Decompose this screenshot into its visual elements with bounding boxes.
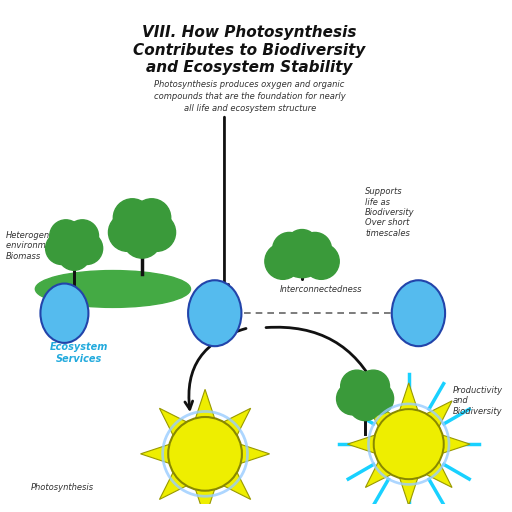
Circle shape [303, 243, 339, 280]
Polygon shape [442, 435, 470, 453]
Circle shape [374, 409, 444, 479]
Circle shape [109, 214, 146, 251]
Text: Supports
life as
Biodiversity
Over short
timescales: Supports life as Biodiversity Over short… [365, 187, 415, 238]
Text: Productivity
and
Biodiversity: Productivity and Biodiversity [453, 386, 502, 416]
Circle shape [58, 228, 90, 261]
Circle shape [298, 232, 331, 266]
Ellipse shape [392, 280, 445, 346]
Text: all life and ecosystem structure: all life and ecosystem structure [183, 104, 316, 113]
Circle shape [123, 220, 161, 258]
Polygon shape [159, 472, 187, 500]
Polygon shape [141, 444, 169, 463]
Text: Ecosystem
Services: Ecosystem Services [50, 343, 108, 364]
Text: VIII. How Photosynthesis
Contributes to Biodiversity
and Ecosystem Stability: VIII. How Photosynthesis Contributes to … [134, 25, 366, 75]
Circle shape [357, 370, 390, 402]
Circle shape [349, 378, 381, 411]
Polygon shape [400, 383, 418, 410]
Polygon shape [223, 408, 251, 435]
Polygon shape [196, 489, 215, 512]
Text: Interconnectedness: Interconnectedness [280, 285, 362, 294]
Circle shape [336, 382, 369, 415]
Polygon shape [241, 444, 269, 463]
Text: compounds that are the foundation for nearly: compounds that are the foundation for ne… [154, 92, 346, 101]
Polygon shape [426, 462, 452, 487]
Ellipse shape [188, 280, 242, 346]
Circle shape [361, 382, 394, 415]
Text: Photosynthesis: Photosynthesis [31, 483, 94, 492]
Circle shape [123, 208, 161, 246]
Polygon shape [223, 472, 251, 500]
Circle shape [113, 199, 152, 237]
Ellipse shape [35, 270, 190, 307]
Polygon shape [159, 408, 187, 435]
Circle shape [273, 232, 306, 266]
Circle shape [66, 220, 98, 252]
Polygon shape [400, 478, 418, 505]
Circle shape [168, 417, 242, 490]
Text: Heterogeneous
environments &
Biomass: Heterogeneous environments & Biomass [6, 231, 73, 261]
Circle shape [138, 214, 176, 251]
Circle shape [58, 238, 90, 270]
Circle shape [70, 232, 102, 265]
Ellipse shape [40, 284, 89, 343]
Polygon shape [426, 401, 452, 426]
Polygon shape [196, 389, 215, 418]
Circle shape [349, 388, 381, 420]
Circle shape [286, 229, 318, 262]
Polygon shape [366, 401, 391, 426]
Circle shape [50, 220, 82, 252]
Polygon shape [348, 435, 375, 453]
Circle shape [340, 370, 373, 402]
Circle shape [279, 231, 325, 278]
Circle shape [133, 199, 170, 237]
Text: Photosynthesis produces oxygen and organic: Photosynthesis produces oxygen and organ… [155, 80, 345, 90]
Circle shape [265, 243, 301, 280]
Polygon shape [366, 462, 391, 487]
Circle shape [46, 232, 78, 265]
